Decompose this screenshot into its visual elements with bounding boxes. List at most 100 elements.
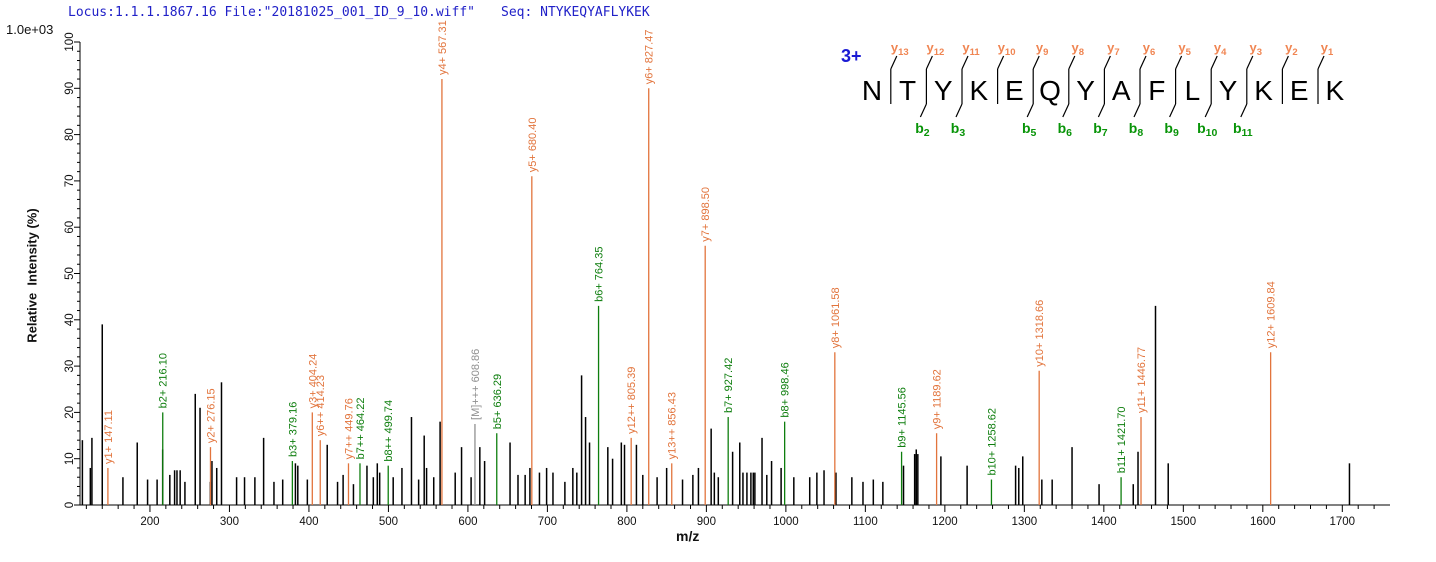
ion-label: y3 <box>1250 40 1263 58</box>
peak-label: y5+ 680.40 <box>527 118 539 173</box>
residue-letter: T <box>899 75 916 106</box>
seq-label: Seq: <box>501 5 533 20</box>
peak-label: b3+ 379.16 <box>287 402 299 457</box>
ion-label: b11 <box>1233 120 1253 139</box>
peak-label: b11+ 1421.70 <box>1116 406 1128 473</box>
y-cleavage-mark <box>997 55 1005 70</box>
ion-label: b8 <box>1129 120 1144 139</box>
x-tick-label: 1100 <box>853 516 878 528</box>
seq-value: NTYKEQYAFLYKEK <box>540 5 650 20</box>
peak-label: y9+ 1189.62 <box>932 369 944 429</box>
residue-letter: K <box>1325 75 1344 106</box>
ion-label: y4 <box>1214 40 1227 58</box>
b-cleavage-mark <box>1240 103 1248 118</box>
residue-letter: K <box>1254 75 1273 106</box>
x-tick-label: 600 <box>458 516 477 528</box>
residue-letter: F <box>1148 75 1165 106</box>
b-cleavage-mark <box>955 103 963 118</box>
b-cleavage-mark <box>919 103 927 118</box>
ion-label: b9 <box>1164 120 1179 139</box>
peak-label: y13++ 856.43 <box>667 392 679 459</box>
peak-label: b7+ 927.42 <box>723 358 735 413</box>
x-tick-label: 300 <box>220 516 239 528</box>
residue-letter: E <box>1290 75 1309 106</box>
y-tick-label: 80 <box>64 128 76 141</box>
y-tick-label: 100 <box>64 32 76 51</box>
peak-label: b8++ 499.74 <box>383 400 395 462</box>
residue-letter: K <box>969 75 988 106</box>
peak-label: y2+ 276.15 <box>205 388 217 443</box>
x-tick-label: 1300 <box>1012 516 1038 528</box>
ion-label: y13 <box>891 40 909 58</box>
y-cleavage-mark <box>925 55 933 70</box>
y-cleavage-mark <box>1317 55 1325 70</box>
x-tick-label: 1400 <box>1091 516 1117 528</box>
ion-label: y2 <box>1285 40 1298 58</box>
ion-label: y12 <box>926 40 944 58</box>
ion-label: y10 <box>998 40 1016 58</box>
ion-label: b5 <box>1022 120 1037 139</box>
peak-label: b7++ 464.22 <box>355 398 367 460</box>
y-tick-label: 70 <box>64 175 76 188</box>
peak-label: y8+ 1061.58 <box>830 287 842 348</box>
y-cleavage-mark <box>1281 55 1289 70</box>
y-cleavage-mark <box>1139 55 1147 70</box>
ion-label: y6 <box>1143 40 1156 58</box>
peak-label: y1+ 147.11 <box>103 410 115 464</box>
peak-label: b6+ 764.35 <box>594 247 606 302</box>
ion-label: b7 <box>1093 120 1108 139</box>
peak-label: y6+ 827.47 <box>644 30 656 85</box>
x-tick-label: 400 <box>299 516 318 528</box>
ion-label: y9 <box>1036 40 1049 58</box>
residue-letter: L <box>1185 75 1201 106</box>
y-cleavage-mark <box>890 55 898 70</box>
residue-letter: Y <box>1219 75 1238 106</box>
b-cleavage-mark <box>1026 103 1034 118</box>
y-tick-label: 90 <box>64 82 76 95</box>
peak-label: y7++ 449.76 <box>343 398 355 459</box>
intensity-scale-label: 1.0e+03 <box>6 22 54 37</box>
x-tick-label: 900 <box>697 516 716 528</box>
ion-label: b3 <box>951 120 966 139</box>
ion-label: y5 <box>1178 40 1191 58</box>
y-tick-label: 40 <box>64 313 76 326</box>
header: Locus:1.1.1.1867.16 File:"20181025_001_I… <box>68 5 650 20</box>
ion-label: y1 <box>1321 40 1334 58</box>
x-tick-label: 700 <box>538 516 557 528</box>
y-tick-label: 0 <box>64 502 76 508</box>
x-tick-label: 1200 <box>932 516 958 528</box>
y-cleavage-mark <box>961 55 969 70</box>
y-cleavage-mark <box>1246 55 1254 70</box>
ion-label: y7 <box>1107 40 1120 58</box>
peak-label: y4+ 567.31 <box>437 20 449 75</box>
x-tick-label: 200 <box>140 516 159 528</box>
peak-label: y3+ 404.24 <box>307 354 319 409</box>
locus-file-text: Locus:1.1.1.1867.16 File:"20181025_001_I… <box>68 5 475 20</box>
precursor-charge: 3+ <box>841 46 862 66</box>
peak-label: y12++ 805.39 <box>626 367 638 434</box>
y-cleavage-mark <box>1175 55 1183 70</box>
y-tick-label: 30 <box>64 360 76 373</box>
residue-letter: E <box>1005 75 1024 106</box>
b-cleavage-mark <box>1169 103 1177 118</box>
residue-letter: Y <box>934 75 953 106</box>
y-cleavage-mark <box>1068 55 1076 70</box>
residue-letter: Q <box>1039 75 1061 106</box>
peak-label: y10+ 1318.66 <box>1034 300 1046 367</box>
x-tick-label: 800 <box>617 516 636 528</box>
peak-label: [M]+++ 608.86 <box>470 349 482 420</box>
x-tick-label: 1700 <box>1330 516 1356 528</box>
y-tick-label: 50 <box>64 267 76 280</box>
y-cleavage-mark <box>1103 55 1111 70</box>
b-cleavage-mark <box>1097 103 1105 118</box>
x-tick-label: 500 <box>379 516 398 528</box>
y-tick-label: 60 <box>64 221 76 234</box>
ion-label: y11 <box>962 40 980 58</box>
ion-label: b10 <box>1197 120 1217 139</box>
y-tick-label: 20 <box>64 406 76 419</box>
peak-label: y7+ 898.50 <box>700 187 712 242</box>
y-cleavage-mark <box>1032 55 1040 70</box>
